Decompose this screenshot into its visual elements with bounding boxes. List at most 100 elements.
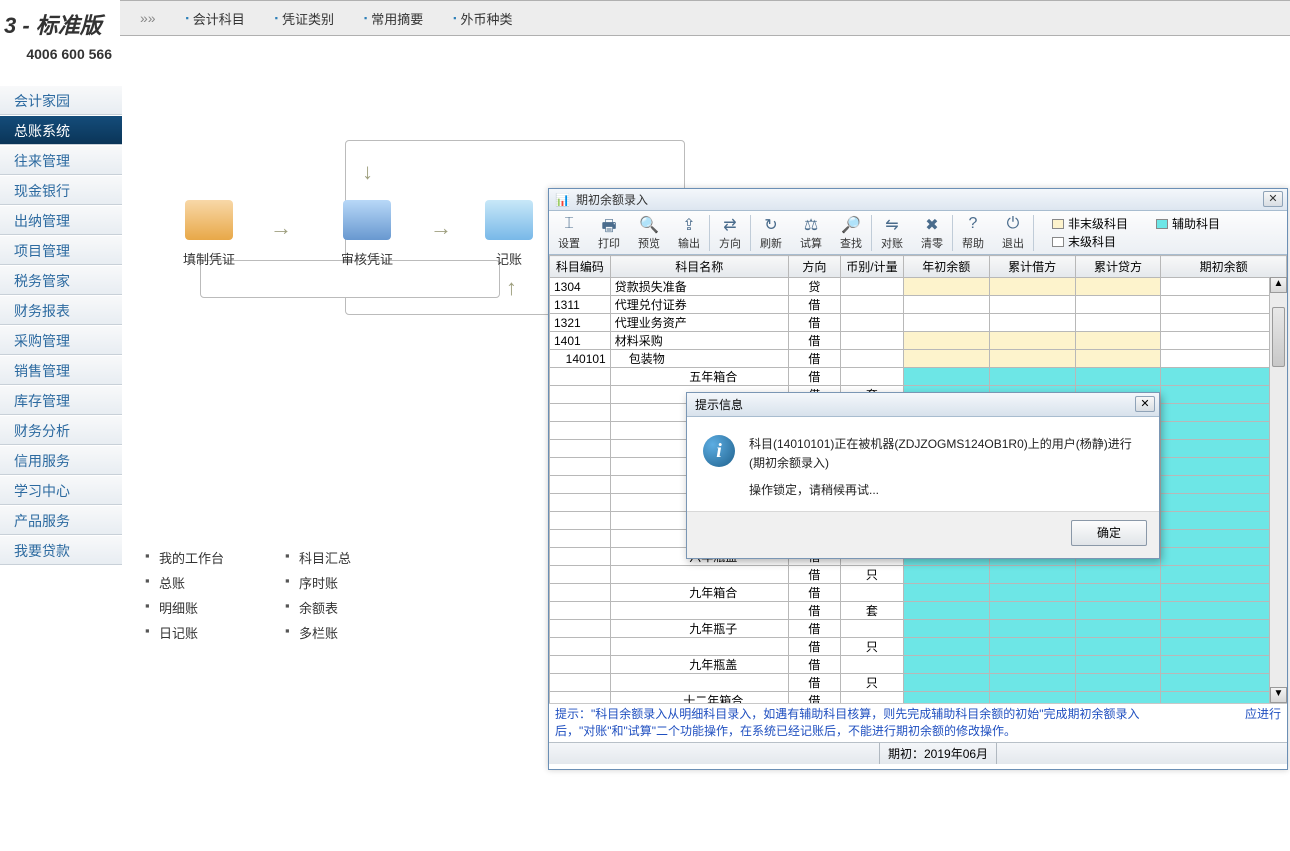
nav-产品服务[interactable]: 产品服务 [0, 505, 122, 535]
scroll-down-icon[interactable]: ▼ [1270, 687, 1287, 703]
col-期初余额[interactable]: 期初余额 [1161, 256, 1287, 278]
sublink-明细账[interactable]: 明细账 [145, 595, 285, 620]
tb-打印[interactable]: 🖶打印 [589, 215, 629, 251]
window-icon: 📊 [555, 193, 570, 207]
table-row[interactable]: 借只 [550, 674, 1287, 692]
col-方向[interactable]: 方向 [788, 256, 840, 278]
tip-right[interactable]: 应进行 [1245, 706, 1281, 740]
tb-查找[interactable]: 🔎查找 [831, 215, 871, 251]
刷新-icon: ↻ [751, 215, 791, 235]
dialog-close-button[interactable]: ✕ [1135, 396, 1155, 412]
nav-财务分析[interactable]: 财务分析 [0, 415, 122, 445]
top-menu-外币种类[interactable]: 外币种类 [453, 9, 512, 28]
logo-phone: 4006 600 566 [0, 46, 120, 62]
nav-学习中心[interactable]: 学习中心 [0, 475, 122, 505]
top-menu-会计科目[interactable]: 会计科目 [186, 9, 245, 28]
tb-帮助[interactable]: ?帮助 [953, 215, 993, 251]
top-menu-凭证类别[interactable]: 凭证类别 [275, 9, 334, 28]
vertical-scrollbar[interactable]: ▲ ▼ [1269, 277, 1287, 703]
tb-刷新[interactable]: ↻刷新 [751, 215, 791, 251]
nav-项目管理[interactable]: 项目管理 [0, 235, 122, 265]
dialog-titlebar: 提示信息 ✕ [687, 393, 1159, 417]
nav-财务报表[interactable]: 财务报表 [0, 295, 122, 325]
table-row[interactable]: 借只 [550, 638, 1287, 656]
nav-采购管理[interactable]: 采购管理 [0, 325, 122, 355]
dialog-ok-button[interactable]: 确定 [1071, 520, 1147, 546]
tb-试算[interactable]: ⚖试算 [791, 215, 831, 251]
col-科目编码[interactable]: 科目编码 [550, 256, 611, 278]
window-titlebar: 📊 期初余额录入 ✕ [549, 189, 1287, 211]
sublink-序时账[interactable]: 序时账 [285, 570, 425, 595]
table-row[interactable]: 140101包装物借 [550, 350, 1287, 368]
arrow-down-icon: → [358, 162, 384, 184]
status-period: 期初：2019年06月 [879, 743, 997, 764]
tb-对账[interactable]: ⇋对账 [872, 215, 912, 251]
dialog-message: 科目(14010101)正在被机器(ZDJZOGMS124OB1R0)上的用户(… [749, 435, 1143, 501]
window-close-button[interactable]: ✕ [1263, 191, 1283, 207]
nav-销售管理[interactable]: 销售管理 [0, 355, 122, 385]
col-累计借方[interactable]: 累计借方 [989, 256, 1075, 278]
col-科目名称[interactable]: 科目名称 [610, 256, 788, 278]
试算-icon: ⚖ [791, 215, 831, 235]
nav-现金银行[interactable]: 现金银行 [0, 175, 122, 205]
scroll-thumb[interactable] [1272, 307, 1285, 367]
sublink-我的工作台[interactable]: 我的工作台 [145, 545, 285, 570]
flow-diagram-area: 填制凭证 → → 审核凭证 → 记账 → 我的工作台总账明细账日记账 科目汇总序… [135, 40, 555, 540]
flow-node-audit-voucher[interactable]: 审核凭证 [341, 200, 393, 268]
window-toolbar: ⌶设置🖶打印🔍预览⇪输出⇄方向↻刷新⚖试算🔎查找⇋对账✖清零?帮助⏻退出非末级科… [549, 211, 1287, 255]
toolbar-expand-icon[interactable]: »» [140, 10, 156, 26]
scroll-up-icon[interactable]: ▲ [1270, 277, 1287, 293]
nav-信用服务[interactable]: 信用服务 [0, 445, 122, 475]
table-row[interactable]: 借只 [550, 566, 1287, 584]
sublink-余额表[interactable]: 余额表 [285, 595, 425, 620]
table-row[interactable]: 1311代理兑付证券借 [550, 296, 1287, 314]
tb-清零[interactable]: ✖清零 [912, 215, 952, 251]
tb-退出[interactable]: ⏻退出 [993, 215, 1033, 251]
table-row[interactable]: 借套 [550, 602, 1287, 620]
logo-brand: 3 - 标准版 [0, 0, 120, 40]
sublink-日记账[interactable]: 日记账 [145, 620, 285, 645]
nav-税务管家[interactable]: 税务管家 [0, 265, 122, 295]
table-row[interactable]: 五年箱合借 [550, 368, 1287, 386]
arrow-up-icon: → [495, 278, 521, 300]
dialog-line2: 操作锁定，请稍候再试... [749, 481, 1143, 500]
dialog-footer: 确定 [687, 511, 1159, 558]
table-row[interactable]: 十二年箱合借 [550, 692, 1287, 704]
tb-方向[interactable]: ⇄方向 [710, 215, 750, 251]
方向-icon: ⇄ [710, 215, 750, 235]
tb-输出[interactable]: ⇪输出 [669, 215, 709, 251]
nav-我要贷款[interactable]: 我要贷款 [0, 535, 122, 565]
tb-预览[interactable]: 🔍预览 [629, 215, 669, 251]
table-row[interactable]: 九年瓶盖借 [550, 656, 1287, 674]
flow-label-1: 填制凭证 [183, 249, 235, 268]
col-年初余额[interactable]: 年初余额 [903, 256, 989, 278]
voucher-post-icon [485, 200, 533, 240]
table-row[interactable]: 1304贷款损失准备贷 [550, 278, 1287, 296]
table-row[interactable]: 九年瓶子借 [550, 620, 1287, 638]
arrow-right-icon: → [270, 215, 292, 241]
tb-设置[interactable]: ⌶设置 [549, 215, 589, 251]
col-币别/计量[interactable]: 币别/计量 [841, 256, 904, 278]
nav-会计家园[interactable]: 会计家园 [0, 85, 122, 115]
top-menu-常用摘要[interactable]: 常用摘要 [364, 9, 423, 28]
dialog-title: 提示信息 [695, 396, 743, 413]
flow-node-post[interactable]: 记账 [485, 200, 533, 268]
nav-总账系统[interactable]: 总账系统 [0, 115, 122, 145]
nav-往来管理[interactable]: 往来管理 [0, 145, 122, 175]
col-累计贷方[interactable]: 累计贷方 [1075, 256, 1161, 278]
top-toolbar: »» 会计科目 凭证类别 常用摘要 外币种类 [120, 0, 1290, 36]
flow-node-create-voucher[interactable]: 填制凭证 [183, 200, 235, 268]
nav-库存管理[interactable]: 库存管理 [0, 385, 122, 415]
sublink-多栏账[interactable]: 多栏账 [285, 620, 425, 645]
sublink-科目汇总[interactable]: 科目汇总 [285, 545, 425, 570]
table-row[interactable]: 九年箱合借 [550, 584, 1287, 602]
arrow-right-icon-2: → [430, 215, 452, 241]
table-row[interactable]: 1401材料采购借 [550, 332, 1287, 350]
nav-出纳管理[interactable]: 出纳管理 [0, 205, 122, 235]
table-row[interactable]: 1321代理业务资产借 [550, 314, 1287, 332]
sublink-总账[interactable]: 总账 [145, 570, 285, 595]
info-dialog: 提示信息 ✕ i 科目(14010101)正在被机器(ZDJZOGMS124OB… [686, 392, 1160, 559]
tip-left: 提示："科目余额录入从明细科目录入，如遇有辅助科目核算，则先完成辅助科目余额的初… [555, 706, 1175, 740]
dialog-body: i 科目(14010101)正在被机器(ZDJZOGMS124OB1R0)上的用… [687, 417, 1159, 511]
flow-label-2: 审核凭证 [341, 249, 393, 268]
